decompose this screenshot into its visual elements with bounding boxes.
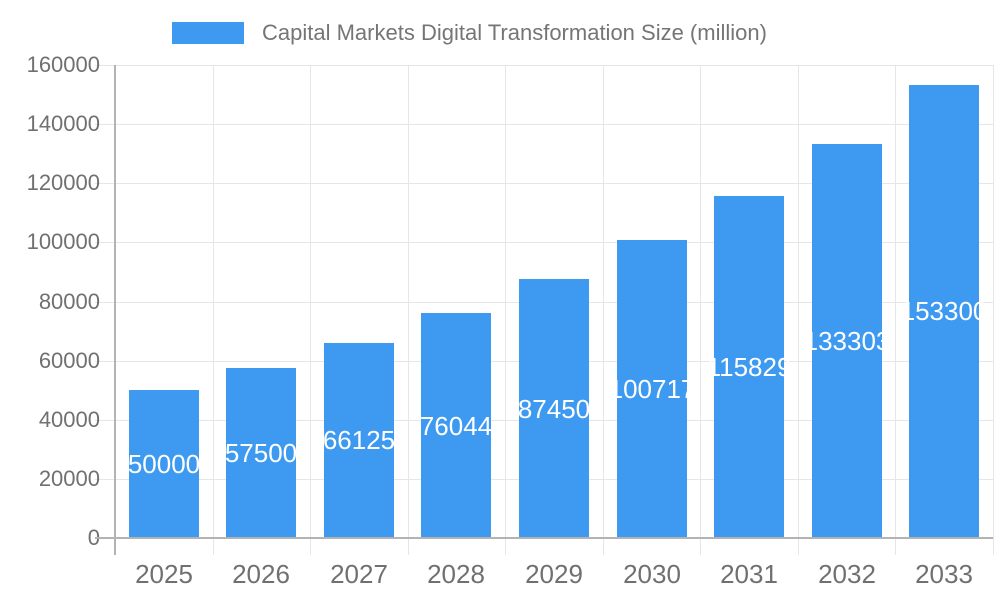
- x-gridline: [798, 65, 799, 555]
- x-axis-tick-label: 2029: [525, 559, 583, 589]
- x-axis-tick-label: 2028: [427, 559, 485, 589]
- y-gridline: [95, 242, 993, 243]
- y-gridline: [95, 124, 993, 125]
- bar-value-label: 133303: [803, 326, 891, 356]
- x-axis-tick-label: 2027: [330, 559, 388, 589]
- bar-value-label: 66125: [322, 425, 396, 455]
- bar-2026[interactable]: [226, 368, 296, 538]
- y-gridline: [95, 65, 993, 66]
- bar-value-label: 57500: [224, 438, 298, 468]
- bar-2032[interactable]: [812, 144, 882, 538]
- bar-2030[interactable]: [617, 240, 687, 538]
- bar-value-label: 153300: [900, 296, 988, 326]
- x-gridline: [408, 65, 409, 555]
- legend-swatch: [172, 22, 244, 44]
- y-axis-tick-label: 60000: [38, 348, 100, 373]
- x-axis-tick-label: 2033: [915, 559, 973, 589]
- y-axis-line: [114, 65, 116, 555]
- x-gridline: [213, 65, 214, 555]
- x-axis-tick-label: 2030: [623, 559, 681, 589]
- x-gridline: [993, 65, 994, 555]
- bar-2033[interactable]: [909, 85, 979, 538]
- x-axis-tick-label: 2031: [720, 559, 778, 589]
- legend[interactable]: Capital Markets Digital Transformation S…: [172, 20, 767, 46]
- bar-value-label: 50000: [127, 449, 201, 479]
- y-gridline: [95, 183, 993, 184]
- y-axis-tick-label: 80000: [38, 289, 100, 314]
- bar-value-label: 100717: [608, 374, 696, 404]
- bar-2028[interactable]: [421, 313, 491, 538]
- x-axis-line: [95, 537, 993, 539]
- bar-value-label: 87450: [517, 394, 591, 424]
- bar-2031[interactable]: [714, 196, 784, 538]
- legend-title: Capital Markets Digital Transformation S…: [262, 20, 767, 45]
- bar-2025[interactable]: [129, 390, 199, 538]
- bar-value-label: 115829: [706, 352, 792, 382]
- bar-value-label: 76044: [419, 411, 493, 441]
- y-axis-tick-label: 140000: [26, 111, 100, 136]
- bar-2029[interactable]: [519, 279, 589, 538]
- x-gridline: [603, 65, 604, 555]
- y-axis-tick-label: 100000: [26, 229, 100, 254]
- y-axis-tick-label: 20000: [38, 466, 100, 491]
- x-gridline: [895, 65, 896, 555]
- bar-2027[interactable]: [324, 343, 394, 538]
- x-axis-tick-label: 2025: [135, 559, 193, 589]
- y-axis-tick-label: 0: [87, 525, 100, 550]
- y-axis-tick-label: 120000: [26, 170, 100, 195]
- x-gridline: [700, 65, 701, 555]
- x-axis-tick-label: 2026: [232, 559, 290, 589]
- y-axis-tick-label: 40000: [38, 407, 100, 432]
- y-axis-tick-label: 160000: [26, 52, 100, 77]
- x-gridline: [310, 65, 311, 555]
- x-axis-tick-label: 2032: [818, 559, 876, 589]
- x-gridline: [505, 65, 506, 555]
